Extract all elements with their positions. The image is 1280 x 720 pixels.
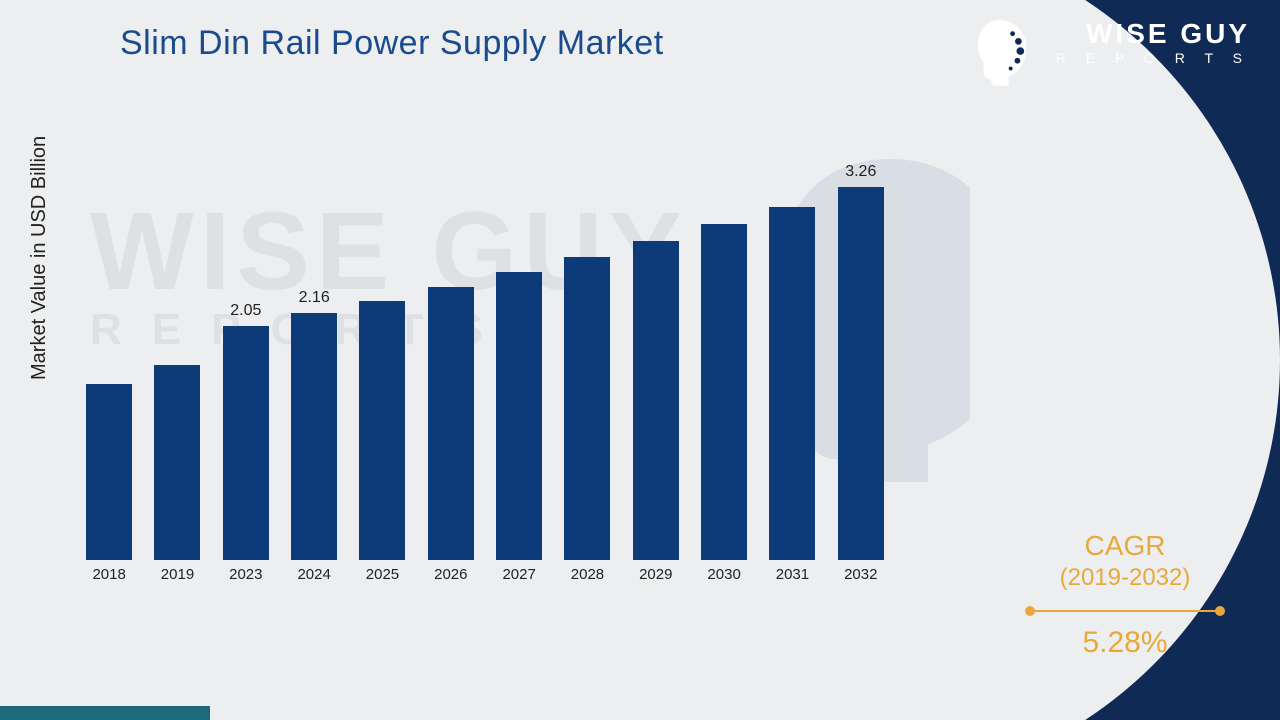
brand-logo: WISE GUY R E P O R T S [1056,20,1250,66]
bar-chart: 2.05 2.16 3.26 [75,160,895,560]
page-root: WISE GUY REPORTS Slim Din Rail Power Sup… [0,0,1280,720]
bar [359,301,405,560]
x-tick-label: 2025 [348,566,416,583]
bar-slot: 2.16 [280,160,348,560]
bar-slot: 3.26 [827,160,895,560]
bar: 2.05 [223,326,269,560]
bar-slot [348,160,416,560]
bar-value-label: 2.16 [299,289,330,307]
x-tick-label: 2028 [553,566,621,583]
bottom-accent-bar [0,706,210,720]
bar [86,384,132,560]
bar-slot [75,160,143,560]
bar-slot [758,160,826,560]
x-tick-label: 2026 [417,566,485,583]
bar [769,207,815,560]
cagr-title: CAGR [1010,530,1240,562]
x-tick-label: 2030 [690,566,758,583]
bar-value-label: 3.26 [845,163,876,181]
x-tick-label: 2024 [280,566,348,583]
x-tick-label: 2023 [212,566,280,583]
bar-slot [553,160,621,560]
bar-slot [143,160,211,560]
cagr-block: CAGR (2019-2032) 5.28% [1010,530,1240,660]
bar [428,287,474,560]
bar-slot [485,160,553,560]
bar-value-label: 2.05 [230,302,261,320]
bar [154,365,200,560]
bar [496,272,542,560]
bars-container: 2.05 2.16 3.26 [75,160,895,560]
x-tick-label: 2032 [827,566,895,583]
bar-slot: 2.05 [212,160,280,560]
x-tick-label: 2031 [758,566,826,583]
bar: 3.26 [838,187,884,560]
x-tick-label: 2027 [485,566,553,583]
bar [701,224,747,560]
bar-slot [622,160,690,560]
cagr-divider-line [1030,610,1220,612]
bar-slot [690,160,758,560]
bar [633,241,679,560]
chart-title: Slim Din Rail Power Supply Market [120,24,664,63]
bar [564,257,610,560]
y-axis-label: Market Value in USD Billion [28,136,51,380]
logo-main-text: WISE GUY [1056,20,1250,48]
bar-slot [417,160,485,560]
logo-sub-text: R E P O R T S [1056,50,1250,66]
x-tick-label: 2019 [143,566,211,583]
bar: 2.16 [291,313,337,560]
x-tick-label: 2029 [622,566,690,583]
cagr-range: (2019-2032) [1010,564,1240,592]
cagr-value: 5.28% [1010,626,1240,660]
logo-head-icon [972,18,1030,88]
x-tick-label: 2018 [75,566,143,583]
x-axis-labels: 2018201920232024202520262027202820292030… [75,566,895,583]
